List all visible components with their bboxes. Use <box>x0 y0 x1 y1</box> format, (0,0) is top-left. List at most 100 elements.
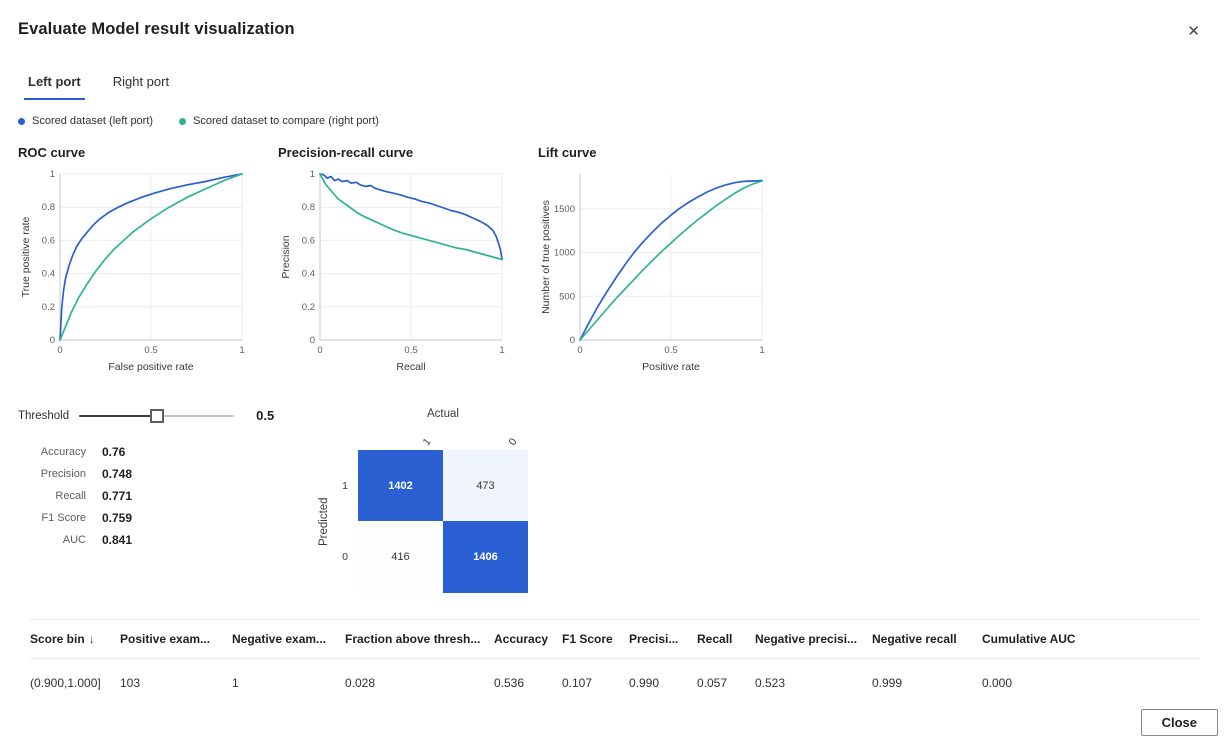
confusion-col-label-1: 1 <box>420 436 434 448</box>
metric-value: 0.771 <box>102 489 133 503</box>
metric-label: Precision <box>40 468 86 480</box>
table-row: (0.900,1.000] 103 1 0.028 0.536 0.107 0.… <box>30 659 1200 707</box>
metric-label: Recall <box>55 490 86 502</box>
predicted-axis-label: Predicted <box>318 497 330 546</box>
threshold-metrics-column: Threshold 0.5 Accuracy 0.76 Precision 0.… <box>0 408 300 593</box>
legend-item-right-port: Scored dataset to compare (right port) <box>179 115 379 127</box>
metrics-list: Accuracy 0.76 Precision 0.748 Recall 0.7… <box>18 441 300 551</box>
slider-fill <box>79 414 157 417</box>
tab-left-port[interactable]: Left port <box>24 68 85 100</box>
roc-curve-block: ROC curve 0 0.2 0.4 0.6 0.8 1 0 0.5 1 True positi… <box>18 145 278 378</box>
page-title: Evaluate Model result visualization <box>18 20 295 38</box>
threshold-slider-handle[interactable] <box>149 408 164 423</box>
cell-recall: 0.057 <box>697 676 728 690</box>
svg-text:1: 1 <box>310 169 315 180</box>
confusion-cell: 1406 <box>443 521 528 593</box>
svg-text:Number of true positives: Number of true positives <box>540 200 552 314</box>
confusion-cell: 1402 <box>358 450 443 521</box>
svg-text:0.8: 0.8 <box>302 202 315 213</box>
svg-text:1000: 1000 <box>554 248 575 259</box>
svg-text:0.5: 0.5 <box>664 345 677 356</box>
confusion-row-label-0: 0 <box>342 551 348 564</box>
metric-row-precision: Precision 0.748 <box>18 463 300 485</box>
svg-text:0.5: 0.5 <box>144 345 157 356</box>
score-bin-table: Score bin ↓ Positive exam... Negative exa… <box>30 619 1200 707</box>
metric-label: AUC <box>62 534 86 546</box>
cell-f1-score: 0.107 <box>562 676 593 690</box>
sort-desc-icon: ↓ <box>88 632 95 646</box>
column-header-precision[interactable]: Precisi... <box>629 632 679 646</box>
confusion-body: Predicted 1 0 1402 473 416 1406 <box>316 450 528 593</box>
cell-positive-examples: 103 <box>120 676 141 690</box>
dialog-footer: Close <box>1140 709 1218 736</box>
svg-text:0.8: 0.8 <box>42 202 55 213</box>
column-header-fraction-above-threshold[interactable]: Fraction above thresh... <box>345 632 481 646</box>
threshold-row: Threshold 0.5 <box>18 408 300 423</box>
svg-text:Positive rate: Positive rate <box>642 361 700 373</box>
svg-text:Recall: Recall <box>396 361 425 373</box>
svg-text:500: 500 <box>559 291 575 302</box>
legend-item-left-port: Scored dataset (left port) <box>18 115 153 127</box>
confusion-grid: 1402 473 416 1406 <box>358 450 528 593</box>
confusion-cell: 416 <box>358 521 443 593</box>
column-header-cumulative-auc[interactable]: Cumulative AUC <box>982 632 1076 646</box>
cell-cumulative-auc: 0.000 <box>982 676 1013 690</box>
chart-title-lift: Lift curve <box>538 145 597 160</box>
confusion-row-labels: 1 0 <box>332 450 358 593</box>
cell-negative-recall: 0.999 <box>872 676 903 690</box>
metric-value: 0.841 <box>102 533 133 547</box>
column-header-accuracy[interactable]: Accuracy <box>494 632 549 646</box>
lift-curve-chart: 0 500 1000 1500 0 0.5 1 Number of true positive… <box>538 166 798 378</box>
tab-right-port[interactable]: Right port <box>112 74 170 89</box>
column-header-f1-score[interactable]: F1 Score <box>562 632 613 646</box>
metric-row-accuracy: Accuracy 0.76 <box>18 441 300 463</box>
svg-text:1500: 1500 <box>554 204 575 215</box>
metric-row-auc: AUC 0.841 <box>18 529 300 551</box>
legend-label: Scored dataset (left port) <box>32 115 154 127</box>
column-header-label: Score bin <box>30 632 85 646</box>
roc-curve-chart: 0 0.2 0.4 0.6 0.8 1 0 0.5 1 True positive rate Fal… <box>18 166 278 378</box>
confusion-cell: 473 <box>443 450 528 521</box>
cell-score-bin: (0.900,1.000] <box>30 676 101 690</box>
metric-value: 0.748 <box>102 467 133 481</box>
svg-text:1: 1 <box>239 345 244 356</box>
svg-text:0: 0 <box>57 345 62 356</box>
svg-text:0: 0 <box>577 345 582 356</box>
cell-accuracy: 0.536 <box>494 676 525 690</box>
svg-text:1: 1 <box>499 345 504 356</box>
dialog-header: Evaluate Model result visualization ✕ <box>0 20 1230 42</box>
close-button[interactable]: Close <box>1140 709 1218 736</box>
svg-text:0: 0 <box>50 335 55 346</box>
confusion-row-label-1: 1 <box>342 479 348 492</box>
close-icon[interactable]: ✕ <box>1181 20 1206 42</box>
metric-value: 0.76 <box>102 445 126 459</box>
chart-legend: Scored dataset (left port) Scored datase… <box>18 115 1230 127</box>
metrics-and-matrix-row: Threshold 0.5 Accuracy 0.76 Precision 0.… <box>0 408 1230 593</box>
column-header-negative-recall[interactable]: Negative recall <box>872 632 957 646</box>
legend-label: Scored dataset to compare (right port) <box>193 115 379 127</box>
confusion-col-label-0: 0 <box>506 436 520 448</box>
chart-title-roc: ROC curve <box>18 145 86 160</box>
confusion-column-labels: 1 0 <box>358 420 528 450</box>
svg-text:0.4: 0.4 <box>302 269 315 280</box>
threshold-value: 0.5 <box>256 408 275 423</box>
svg-text:0.2: 0.2 <box>42 302 55 313</box>
metric-row-f1: F1 Score 0.759 <box>18 507 300 529</box>
precision-recall-block: Precision-recall curve 0 0.2 0.4 0.6 0.8 1 0 0.… <box>278 145 538 378</box>
cell-precision: 0.990 <box>629 676 660 690</box>
column-header-negative-precision[interactable]: Negative precisi... <box>755 632 858 646</box>
column-header-recall[interactable]: Recall <box>697 632 733 646</box>
cell-negative-precision: 0.523 <box>755 676 786 690</box>
precision-recall-chart: 0 0.2 0.4 0.6 0.8 1 0 0.5 1 Precision Recall <box>278 166 538 378</box>
svg-text:0.6: 0.6 <box>42 235 55 246</box>
column-header-score-bin[interactable]: Score bin ↓ <box>30 620 120 658</box>
metric-label: F1 Score <box>41 512 86 524</box>
svg-text:0: 0 <box>310 335 315 346</box>
charts-row: ROC curve 0 0.2 0.4 0.6 0.8 1 0 0.5 1 True positi… <box>18 145 1230 378</box>
column-header-positive-examples[interactable]: Positive exam... <box>120 632 211 646</box>
column-header-negative-examples[interactable]: Negative exam... <box>232 632 327 646</box>
chart-title-pr: Precision-recall curve <box>278 145 414 160</box>
metric-value: 0.759 <box>102 511 133 525</box>
threshold-slider[interactable] <box>79 408 235 423</box>
svg-text:0.5: 0.5 <box>404 345 417 356</box>
